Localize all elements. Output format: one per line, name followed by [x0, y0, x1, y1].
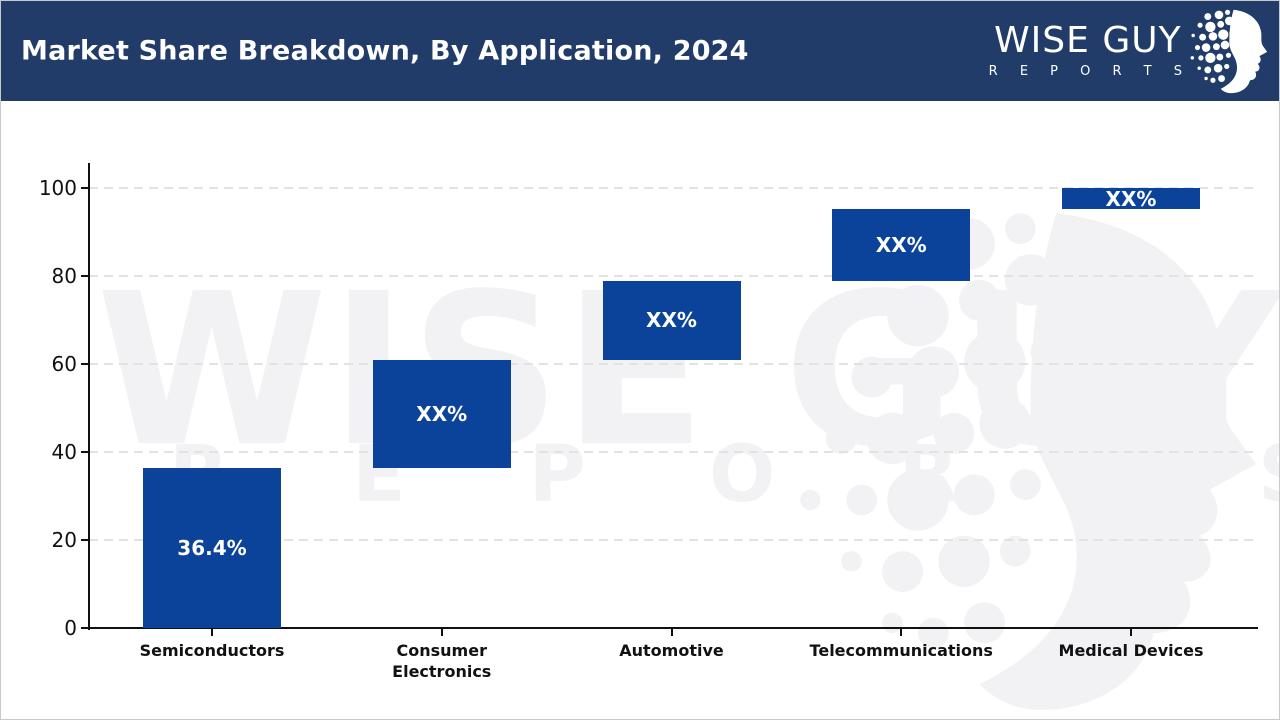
dot-face-icon [1190, 9, 1268, 94]
x-axis-line [88, 627, 1258, 629]
x-tick-1 [440, 629, 443, 636]
bar-value-label: XX% [875, 232, 927, 257]
waterfall-chart: WISE GUY R E P O R T S 0 20 40 60 80 100 36.4%… [1, 101, 1279, 719]
bar-value-label: XX% [646, 308, 697, 333]
y-tick-100 [81, 187, 89, 189]
bar-value-label: 36.4% [177, 535, 247, 560]
bar-value-label: XX% [416, 401, 468, 426]
x-category-label-0: Semiconductors [139, 641, 285, 660]
x-tick-4 [1130, 629, 1132, 636]
gridline-100 [89, 187, 1258, 189]
bar-consumer-electronics: XX% [372, 360, 511, 468]
logo-wordmark: WISE GUY R E P O R T S [985, 20, 1191, 80]
x-tick-3 [900, 629, 903, 636]
gridline-60 [89, 363, 1258, 365]
y-tick-label-20: 20 [51, 528, 77, 552]
bar-medical-devices: XX% [1062, 186, 1200, 211]
watermark-face-icon [800, 213, 1256, 710]
x-tick-2 [670, 629, 673, 636]
x-category-label-3: Telecommunications [809, 641, 993, 660]
logo-wordmark-top: WISE GUY [994, 20, 1182, 61]
y-tick-label-100: 100 [38, 176, 77, 200]
y-tick-label-80: 80 [51, 264, 77, 288]
gridline-40 [89, 451, 1258, 453]
wiseguy-logo: WISE GUY R E P O R T S [985, 8, 1269, 94]
bar-semiconductors: 36.4% [143, 467, 281, 628]
y-tick-label-60: 60 [51, 352, 77, 376]
y-tick-60 [81, 363, 89, 365]
gridline-80 [89, 275, 1258, 277]
y-tick-label-40: 40 [51, 440, 77, 464]
x-category-label-1: Consumer Electronics [392, 641, 492, 681]
bar-telecommunications: XX% [832, 209, 971, 281]
header: Market Share Breakdown, By Application, … [1, 1, 1279, 101]
y-tick-20 [81, 539, 89, 541]
y-tick-0 [81, 627, 89, 629]
page-title: Market Share Breakdown, By Application, … [21, 35, 749, 67]
bar-automotive: XX% [602, 280, 741, 361]
gridline-20 [89, 539, 1258, 541]
y-tick-40 [81, 451, 89, 453]
x-category-label-4: Medical Devices [1058, 641, 1204, 660]
x-category-label-2: Automotive [619, 641, 724, 660]
x-tick-0 [211, 629, 213, 636]
y-tick-80 [81, 275, 89, 277]
logo-wordmark-bottom: R E P O R T S [988, 64, 1191, 79]
y-tick-label-0: 0 [64, 616, 77, 640]
y-axis-line [88, 163, 90, 630]
bar-value-label: XX% [1105, 186, 1157, 211]
